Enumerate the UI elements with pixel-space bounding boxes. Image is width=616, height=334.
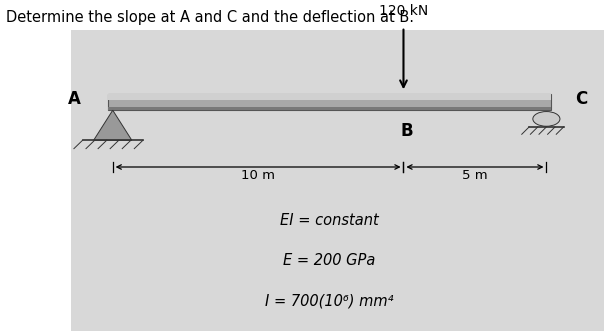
Bar: [71, 30, 604, 331]
Text: E = 200 GPa: E = 200 GPa: [283, 253, 376, 268]
Text: 10 m: 10 m: [241, 169, 275, 182]
Circle shape: [533, 112, 560, 126]
Text: 5 m: 5 m: [462, 169, 488, 182]
Polygon shape: [94, 110, 132, 140]
Bar: [108, 107, 551, 110]
Text: Determine the slope at A and C and the deflection at B.: Determine the slope at A and C and the d…: [6, 10, 414, 25]
Text: EI = constant: EI = constant: [280, 213, 379, 228]
Text: A: A: [68, 90, 80, 108]
Text: 120 kN: 120 kN: [379, 4, 428, 18]
Text: B: B: [400, 122, 413, 140]
Bar: [108, 94, 551, 110]
Bar: [108, 94, 551, 100]
Text: I = 700(10⁶) mm⁴: I = 700(10⁶) mm⁴: [265, 293, 394, 308]
Text: C: C: [575, 90, 587, 108]
